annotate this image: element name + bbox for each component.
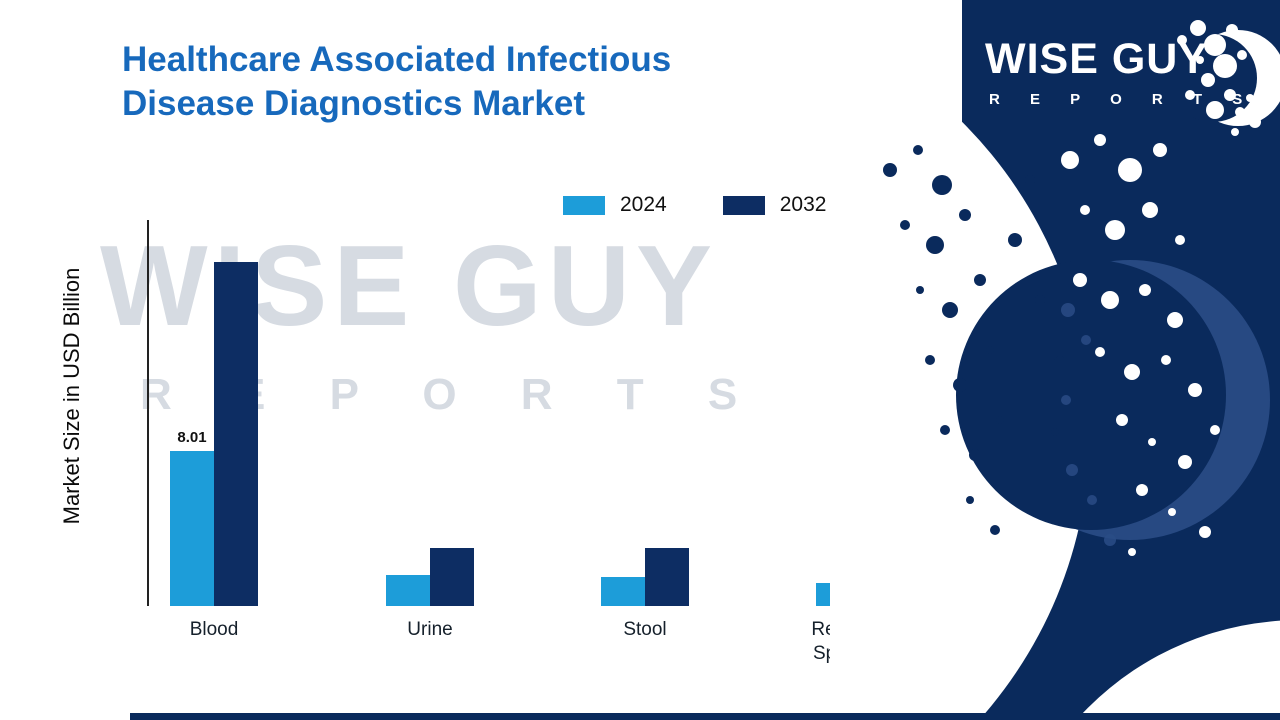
logo-name: WISE GUY [985,35,1209,83]
chart-legend: 2024 2032 [563,193,826,217]
brand-panel-graphic [830,0,1280,720]
bar-2024-urine [386,575,430,606]
y-axis-label: Market Size in USD Billion [59,267,84,525]
bar-2032-stool [645,548,689,606]
legend-item-2024: 2024 [563,193,667,217]
bar-2032-urine [430,548,474,606]
plot-area: 8.01BloodUrineStoolRespiratory Specimens [147,220,949,664]
legend-swatch-2032 [722,195,765,215]
bar-group-stool [601,548,689,606]
legend-label-2024: 2024 [620,193,667,216]
panel-face-dots [1061,303,1116,546]
bar-2024-stool [601,577,645,606]
panel-navy-dots [883,145,1066,535]
legend-label-2032: 2032 [779,193,827,216]
logo: WISE GUY R E P O R T S [985,35,1256,109]
bar-value-label: 8.01 [177,429,207,446]
logo-face-icon [1169,20,1280,136]
category-label: Stool [623,619,667,640]
logo-reports: R E P O R T S [989,91,1256,108]
legend-swatch-2024 [563,195,605,215]
page-title: Healthcare Associated Infectious Disease… [122,38,671,126]
footer-bar [130,713,1280,720]
bar-2024-blood: 8.01 [170,429,214,606]
bar-2032-blood [214,262,258,606]
page-title-line2: Disease Diagnostics Market [122,84,585,124]
legend-item-2032: 2032 [722,193,827,217]
bar-group-blood: 8.01 [170,262,258,606]
panel-white-dots [1061,134,1220,556]
panel-face-silhouette [956,260,1270,540]
watermark-line1: WISE GUY [100,223,719,350]
bar-group-urine [386,548,474,606]
page-title-line1: Healthcare Associated Infectious [122,40,672,79]
category-label: Urine [407,619,453,640]
category-label: Blood [189,619,239,640]
watermark: WISE GUY R E P O R T S [100,230,890,420]
